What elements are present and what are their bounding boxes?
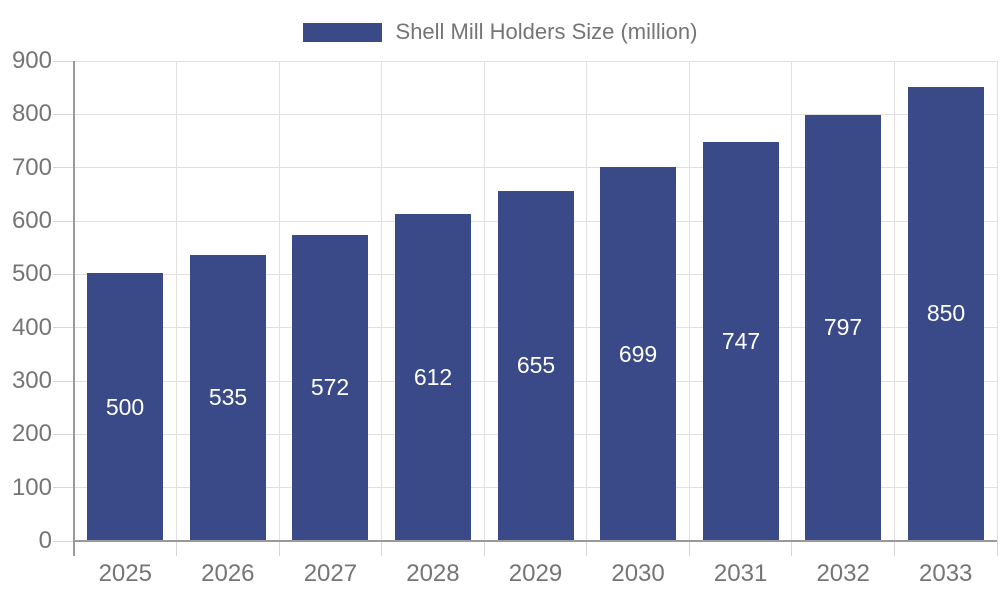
bar: 612: [395, 213, 471, 540]
bar: 747: [703, 141, 779, 540]
x-axis-tick-label: 2025: [98, 560, 152, 587]
x-axis-tick: [381, 541, 383, 556]
x-axis-tick: [688, 541, 690, 556]
x-gridline: [278, 61, 280, 541]
y-axis-tick: [53, 273, 74, 275]
legend-swatch: [302, 22, 382, 42]
x-axis-tick-label: 2031: [713, 560, 768, 587]
y-axis-tick: [53, 487, 74, 489]
y-axis-tick-label: 900: [11, 47, 52, 74]
y-gridline: [74, 167, 997, 169]
y-axis-line: [73, 61, 75, 556]
bar: 572: [292, 234, 368, 540]
bar: 850: [908, 86, 984, 540]
y-gridline: [74, 113, 997, 115]
y-axis-tick: [53, 113, 74, 115]
y-axis-tick-label: 700: [11, 153, 52, 181]
x-gridline: [176, 61, 178, 541]
y-axis-tick-label: 200: [11, 420, 52, 448]
y-axis-tick-label: 300: [11, 367, 52, 394]
bar: 655: [498, 190, 574, 540]
x-axis-tick-label: 2033: [919, 560, 973, 587]
y-axis-tick-label: 800: [11, 100, 52, 128]
bar-value-label: 747: [721, 327, 761, 354]
y-axis-tick: [53, 327, 74, 329]
x-gridline: [688, 61, 690, 541]
bar-value-label: 699: [618, 340, 658, 367]
bar: 535: [190, 254, 266, 540]
x-axis-tick-label: 2029: [508, 560, 563, 587]
x-gridline: [791, 61, 793, 541]
x-axis-tick-label: 2026: [201, 560, 255, 587]
y-axis-tick: [53, 60, 74, 62]
y-axis-tick-label: 500: [11, 260, 52, 288]
bar-value-label: 797: [823, 314, 863, 341]
y-axis-tick: [53, 433, 74, 435]
x-gridline: [996, 61, 998, 541]
x-axis-tick: [278, 541, 280, 556]
legend-label: Shell Mill Holders Size (million): [395, 19, 698, 44]
bar: 500: [87, 273, 163, 540]
x-axis-tick: [791, 541, 793, 556]
x-axis-tick: [893, 541, 895, 556]
y-axis-tick: [53, 380, 74, 382]
x-gridline: [483, 61, 485, 541]
x-axis-tick: [586, 541, 588, 556]
x-axis-tick-label: 2028: [406, 560, 460, 587]
y-axis-tick: [53, 220, 74, 222]
x-gridline: [381, 61, 383, 541]
bar: 699: [600, 167, 676, 540]
x-axis-tick: [176, 541, 178, 556]
x-gridline: [586, 61, 588, 541]
y-axis-tick: [53, 540, 74, 542]
x-axis-tick: [996, 541, 998, 556]
x-axis-line: [73, 540, 997, 542]
x-gridline: [893, 61, 895, 541]
y-axis-tick-label: 0: [38, 527, 52, 554]
x-axis-tick-label: 2030: [611, 560, 665, 587]
bar-value-label: 612: [413, 363, 453, 390]
bar: 797: [805, 114, 881, 540]
y-axis-tick-label: 400: [11, 313, 52, 341]
bar-value-label: 500: [105, 393, 145, 420]
bar-value-label: 535: [208, 384, 248, 411]
bar-value-label: 572: [310, 374, 350, 401]
bar-value-label: 655: [516, 352, 556, 379]
y-gridline: [74, 60, 997, 62]
x-axis-tick: [483, 541, 485, 556]
x-axis-tick-label: 2032: [816, 560, 870, 587]
bar-value-label: 850: [926, 300, 966, 327]
y-axis-tick-label: 100: [11, 473, 52, 501]
chart-legend: Shell Mill Holders Size (million): [0, 19, 1000, 45]
y-axis-tick-label: 600: [11, 207, 52, 234]
x-axis-tick-label: 2027: [303, 560, 358, 587]
y-axis-tick: [53, 167, 74, 169]
